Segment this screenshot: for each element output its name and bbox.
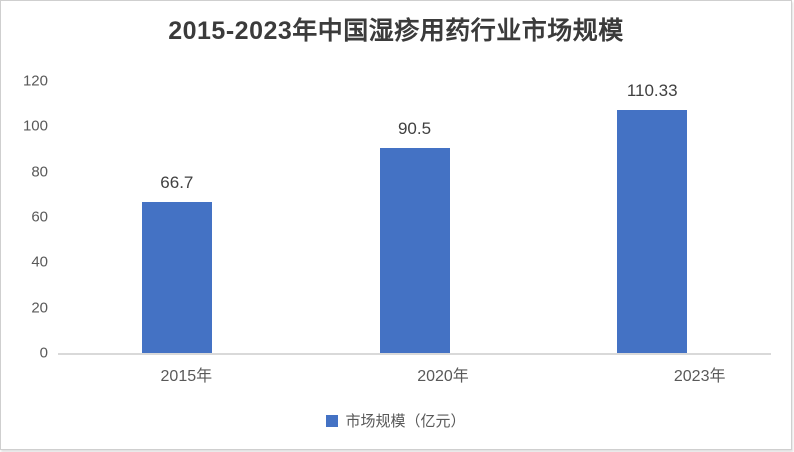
chart-body: 0 20 40 60 80 100 120 66.7 90.5 110.33 2015年 2020… — [1, 73, 791, 431]
y-tick-label: 40 — [31, 253, 48, 271]
bar — [379, 147, 450, 353]
bar-group: 90.5 — [296, 81, 534, 353]
legend: 市场规模（亿元） — [1, 410, 791, 431]
x-axis: 2015年 2020年 2023年 — [58, 362, 791, 386]
plot-area: 66.7 90.5 110.33 — [58, 81, 771, 355]
bar — [141, 201, 212, 353]
plot-row: 0 20 40 60 80 100 120 66.7 90.5 110.33 — [1, 73, 771, 362]
bar-group: 110.33 — [533, 81, 771, 353]
x-tick-label: 2020年 — [417, 368, 469, 385]
chart-title: 2015-2023年中国湿疹用药行业市场规模 — [168, 17, 624, 45]
x-tick-label: 2015年 — [160, 368, 213, 385]
bar — [617, 110, 688, 353]
y-tick-label: 100 — [22, 117, 48, 135]
bar-value-label: 66.7 — [160, 172, 194, 192]
legend-label: 市场规模（亿元） — [345, 413, 466, 430]
y-tick-label: 20 — [31, 299, 48, 317]
y-tick-label: 60 — [31, 208, 48, 226]
bar-value-label: 110.33 — [626, 81, 678, 100]
y-tick-label: 120 — [22, 72, 48, 90]
y-axis: 0 20 40 60 80 100 120 — [1, 73, 58, 362]
bar-value-label: 90.5 — [397, 118, 432, 138]
legend-swatch-icon — [326, 414, 339, 427]
x-tick-label: 2023年 — [673, 368, 726, 385]
bar-group: 66.7 — [58, 81, 296, 353]
y-tick-label: 80 — [31, 163, 48, 181]
y-tick-label: 0 — [39, 344, 48, 362]
